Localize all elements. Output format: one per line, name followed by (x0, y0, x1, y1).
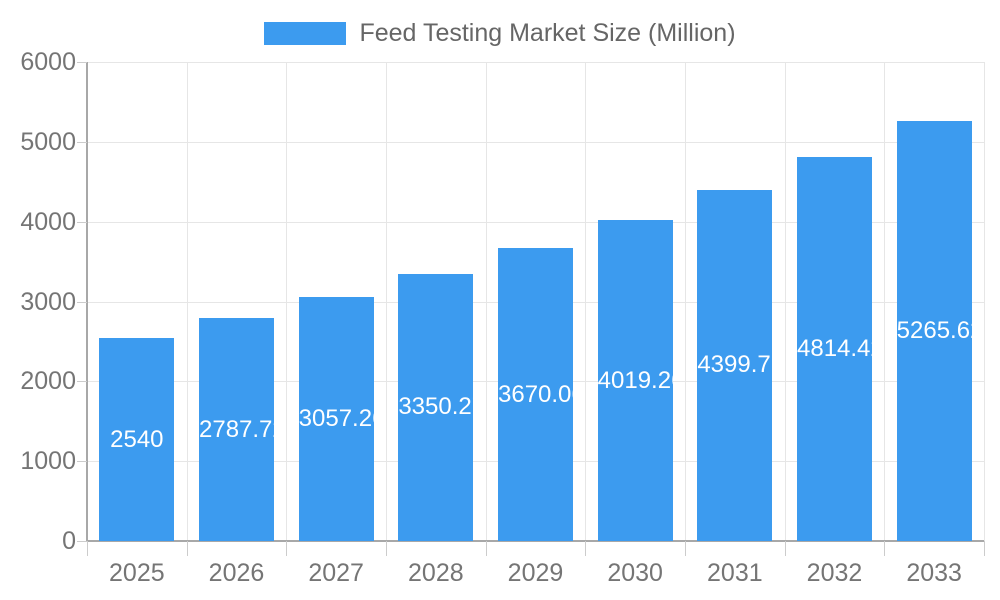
y-axis-tick (77, 381, 87, 383)
x-tick-label: 2031 (707, 559, 763, 587)
v-gridline (984, 62, 985, 541)
bar[interactable]: 4399.71 (697, 189, 773, 541)
bar-value-label: 3350.27 (398, 393, 473, 421)
y-axis-tick (77, 461, 87, 463)
bar-value-label: 2540 (110, 425, 164, 453)
y-axis-line (86, 62, 88, 541)
bar[interactable]: 2787.72 (199, 318, 274, 541)
y-tick-label: 1000 (20, 447, 76, 476)
x-axis-tick (884, 541, 886, 556)
bar-value-label: 3670.06 (498, 380, 573, 408)
bar-value-label: 4399.71 (697, 351, 772, 379)
x-axis-tick (286, 541, 288, 556)
bar[interactable]: 3670.06 (498, 248, 573, 541)
y-axis-tick (77, 62, 87, 63)
y-tick-label: 2000 (20, 367, 76, 396)
bar[interactable]: 4814.42 (797, 156, 872, 541)
x-axis-tick (685, 541, 686, 556)
x-axis-tick (984, 541, 985, 556)
y-axis-tick (77, 221, 87, 223)
v-gridline (286, 62, 288, 541)
h-gridline (87, 141, 984, 143)
legend-swatch[interactable] (264, 22, 347, 45)
h-gridline (87, 62, 984, 63)
v-gridline (784, 62, 786, 541)
bar[interactable]: 3350.27 (398, 273, 474, 541)
v-gridline (585, 62, 587, 541)
y-tick-label: 5000 (20, 127, 76, 156)
bar-value-label: 2787.72 (199, 415, 274, 443)
bar-value-label: 4019.26 (597, 366, 673, 394)
bar[interactable]: 3057.26 (298, 296, 374, 541)
bar[interactable]: 4019.26 (597, 220, 673, 541)
x-axis-tick (386, 541, 387, 556)
bar-value-label: 4814.42 (797, 334, 872, 362)
x-axis-line (87, 540, 984, 542)
v-gridline (386, 62, 387, 541)
x-tick-label: 2025 (109, 559, 165, 587)
x-axis-tick (87, 541, 88, 556)
x-tick-label: 2030 (607, 559, 663, 587)
bar[interactable]: 2540 (99, 338, 175, 541)
y-tick-label: 3000 (20, 287, 76, 316)
bar[interactable]: 5265.62 (896, 120, 972, 541)
x-tick-label: 2029 (507, 559, 564, 587)
h-gridline (87, 221, 984, 223)
v-gridline (186, 62, 188, 541)
x-axis-tick (186, 541, 188, 556)
bar-value-label: 3057.26 (298, 404, 374, 432)
x-axis-tick (485, 541, 487, 556)
plot-area: 2540 2787.72 3057.26 3350.27 3670.06 4019.26 4… (86, 62, 985, 542)
x-tick-label: 2032 (806, 559, 863, 587)
chart-legend[interactable]: Feed Testing Market Size (Million) (0, 19, 1000, 48)
y-axis-tick (77, 141, 87, 143)
legend-label[interactable]: Feed Testing Market Size (Million) (359, 19, 736, 47)
y-tick-label: 4000 (20, 207, 76, 236)
x-tick-label: 2033 (906, 559, 962, 587)
x-tick-label: 2028 (408, 559, 464, 587)
bar-value-label: 5265.62 (896, 316, 972, 344)
v-gridline (485, 62, 487, 541)
x-axis-tick (784, 541, 786, 556)
x-axis-tick (585, 541, 587, 556)
y-axis-tick (77, 541, 87, 542)
y-tick-label: 6000 (20, 48, 76, 76)
x-tick-label: 2027 (308, 559, 364, 587)
v-gridline (685, 62, 686, 541)
v-gridline (884, 62, 886, 541)
y-tick-label: 0 (62, 527, 76, 555)
x-tick-label: 2026 (208, 559, 265, 587)
y-axis-tick (77, 301, 87, 303)
